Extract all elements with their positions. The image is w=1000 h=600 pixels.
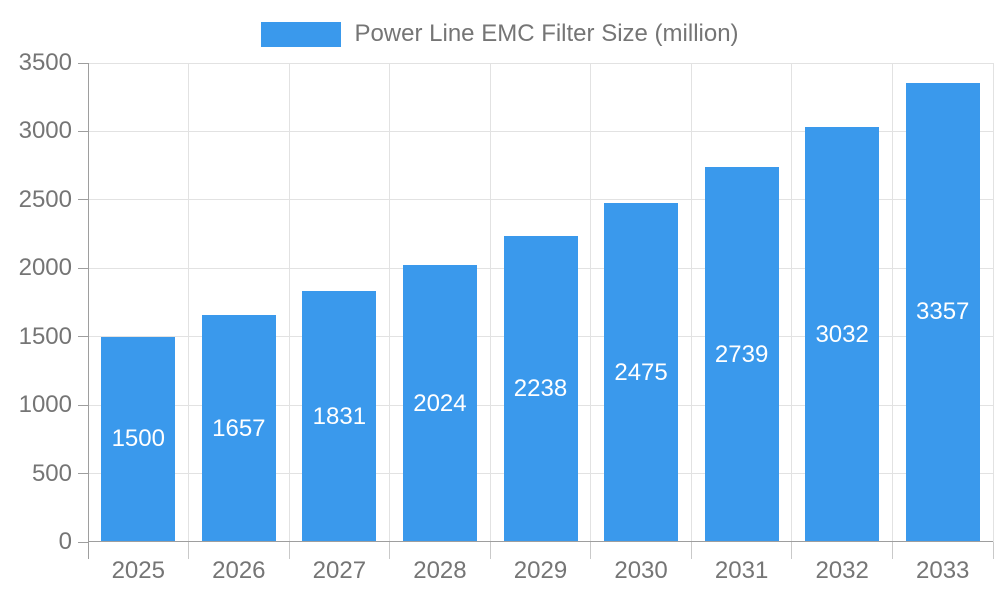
bar-2027[interactable]: 1831 xyxy=(302,291,377,542)
x-axis-tick xyxy=(891,542,893,559)
h-gridline xyxy=(88,199,993,201)
x-axis-tick xyxy=(188,542,190,559)
y-axis-tick xyxy=(78,199,88,201)
bar-value-label: 3357 xyxy=(916,298,970,326)
y-axis-tick xyxy=(78,130,88,132)
x-axis-label: 2026 xyxy=(212,557,266,584)
h-gridline xyxy=(88,62,993,64)
plot-area: 0 500 1000 1500 2000 2500 3000 3500 1500 2025 1657… xyxy=(19,49,994,584)
bar-2026[interactable]: 1657 xyxy=(201,315,276,542)
x-axis-label: 2033 xyxy=(916,557,970,584)
v-gridline xyxy=(992,63,994,542)
bar-value-label: 1657 xyxy=(212,414,266,442)
y-axis-label: 0 xyxy=(58,528,72,555)
bar-2033[interactable]: 3357 xyxy=(905,82,980,542)
y-axis-tick xyxy=(78,404,88,406)
x-axis-tick xyxy=(791,542,793,559)
x-axis-tick xyxy=(489,542,491,559)
v-gridline xyxy=(791,63,793,542)
y-axis-tick xyxy=(78,62,88,64)
x-axis-label: 2032 xyxy=(815,557,869,584)
bar-2025[interactable]: 1500 xyxy=(101,336,176,542)
y-axis-label: 3500 xyxy=(18,49,72,76)
x-axis-label: 2029 xyxy=(513,557,568,584)
bar-2031[interactable]: 2739 xyxy=(704,167,779,542)
y-axis-label: 3000 xyxy=(18,117,72,145)
v-gridline xyxy=(288,63,290,542)
y-axis-tick xyxy=(78,473,88,475)
v-gridline xyxy=(389,63,391,542)
x-axis-tick xyxy=(690,542,692,559)
legend-label: Power Line EMC Filter Size (million) xyxy=(354,20,739,47)
x-axis-label: 2031 xyxy=(714,557,769,584)
v-gridline xyxy=(489,63,491,542)
y-axis-tick xyxy=(78,541,88,543)
y-axis-label: 1500 xyxy=(18,322,72,350)
x-axis-tick xyxy=(288,542,290,559)
h-gridline xyxy=(88,130,993,132)
x-axis-label: 2028 xyxy=(413,557,467,584)
v-gridline xyxy=(590,63,592,542)
bar-value-label: 1500 xyxy=(111,425,165,453)
y-axis-line xyxy=(88,63,89,559)
v-gridline xyxy=(891,63,893,542)
v-gridline xyxy=(188,63,190,542)
bar-value-label: 2739 xyxy=(714,340,769,368)
bar-value-label: 2024 xyxy=(413,389,467,417)
bar-2029[interactable]: 2238 xyxy=(503,235,578,542)
bar-value-label: 2475 xyxy=(614,358,668,386)
x-axis-tick xyxy=(992,542,994,559)
bar-value-label: 1831 xyxy=(312,402,367,430)
x-axis-label: 2025 xyxy=(111,557,165,584)
bar-2028[interactable]: 2024 xyxy=(402,265,477,542)
x-axis-tick xyxy=(590,542,592,559)
x-axis-label: 2027 xyxy=(312,557,367,584)
bar-value-label: 2238 xyxy=(513,374,568,402)
y-axis-label: 500 xyxy=(31,459,72,487)
x-axis-tick xyxy=(389,542,391,559)
y-axis-tick xyxy=(78,267,88,269)
legend[interactable]: Power Line EMC Filter Size (million) xyxy=(0,14,1000,54)
bar-2030[interactable]: 2475 xyxy=(604,203,679,542)
x-axis-label: 2030 xyxy=(614,557,668,584)
bar-value-label: 3032 xyxy=(815,320,869,348)
bar-2032[interactable]: 3032 xyxy=(805,127,880,542)
v-gridline xyxy=(690,63,692,542)
x-axis-line xyxy=(88,541,993,542)
y-axis-label: 2000 xyxy=(18,254,72,282)
y-axis-label: 2500 xyxy=(18,185,72,213)
legend-swatch-icon xyxy=(261,21,342,47)
y-axis-label: 1000 xyxy=(18,391,72,419)
y-axis-tick xyxy=(78,336,88,338)
